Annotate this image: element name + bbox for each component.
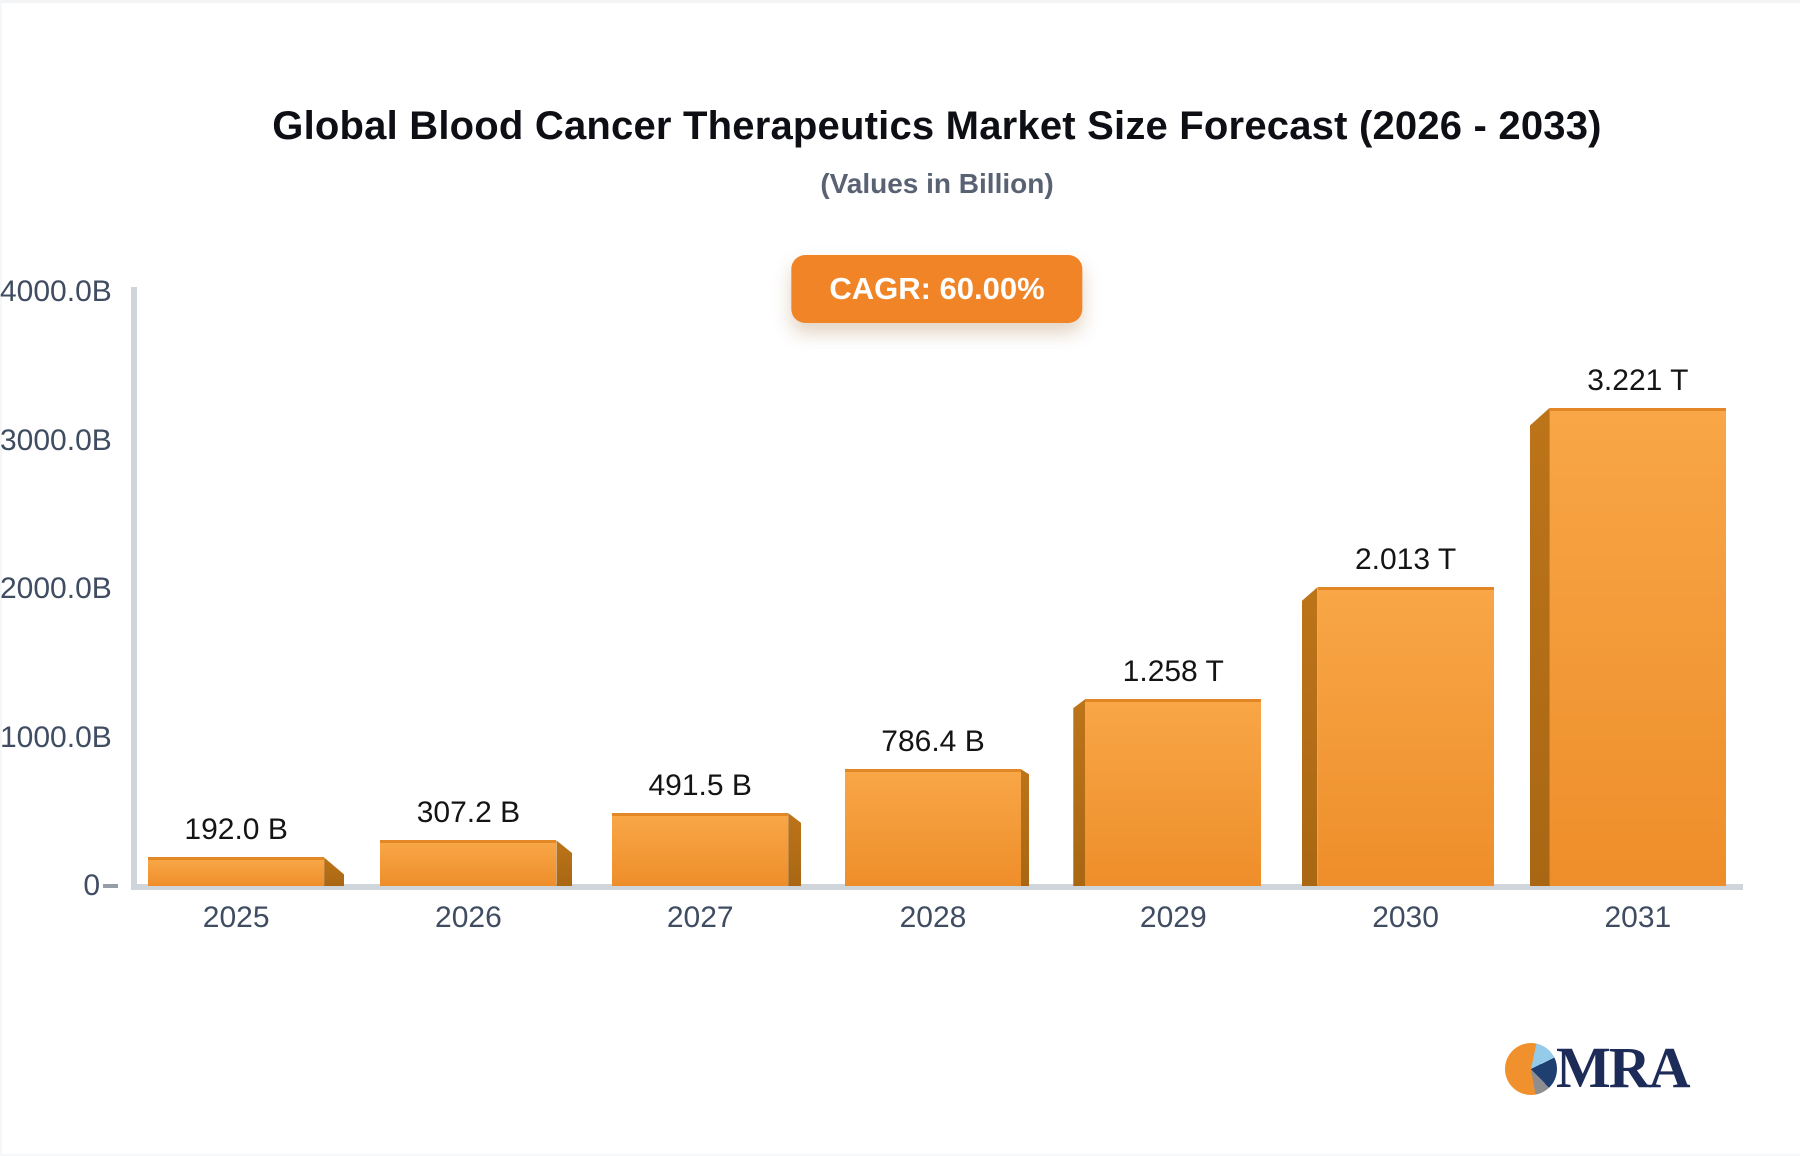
y-tick-label: 4000.0B [0, 275, 112, 308]
y-axis [131, 287, 137, 886]
y-tick-label: 2000.0B [0, 572, 112, 605]
bar-2029[interactable] [1085, 699, 1262, 886]
x-tick-label: 2030 [1372, 901, 1439, 934]
chart-title: Global Blood Cancer Therapeutics Market … [272, 104, 1602, 148]
chart-header: Global Blood Cancer Therapeutics Market … [131, 0, 1743, 340]
bar-2030[interactable] [1317, 587, 1494, 886]
bar-side-face [1529, 407, 1550, 886]
bar-value-label: 491.5 B [648, 769, 752, 802]
bar-side-face [1301, 587, 1318, 886]
bar-2028[interactable] [845, 769, 1021, 886]
x-tick-label: 2031 [1604, 901, 1672, 934]
bar-2031[interactable] [1549, 407, 1726, 886]
bar-side-face [1021, 769, 1029, 886]
bar-side-face [324, 857, 345, 886]
x-tick-label: 2026 [435, 901, 502, 934]
bar-chart [103, 287, 1743, 890]
x-tick-label: 2027 [666, 901, 734, 934]
bar-value-label: 307.2 B [416, 796, 521, 830]
cagr-badge: CAGR: 60.00% [791, 255, 1083, 323]
x-tick-label: 2029 [1139, 901, 1207, 934]
bar-value-label: 192.0 B [184, 813, 288, 847]
page-bottom-divider [0, 1154, 1800, 1156]
pie-chart-icon [1505, 1043, 1557, 1095]
x-axis [131, 884, 1743, 890]
bar-side-face [1073, 699, 1086, 886]
bar-side-face [788, 813, 802, 886]
zero-tick-mark [103, 884, 118, 888]
bar-2027[interactable] [612, 813, 789, 886]
x-tick-label: 2025 [202, 901, 270, 934]
bar-side-face [556, 840, 573, 886]
page-top-divider [0, 0, 1800, 3]
bar-value-label: 3.221 T [1587, 363, 1689, 397]
y-tick-label: 1000.0B [0, 720, 112, 754]
y-tick-label: 0 [83, 869, 100, 902]
chart-subtitle: (Values in Billion) [820, 168, 1054, 199]
bar-value-label: 786.4 B [881, 725, 985, 759]
bar-2026[interactable] [380, 840, 557, 886]
bar-value-label: 2.013 T [1354, 543, 1457, 577]
bar-value-label: 1.258 T [1122, 655, 1224, 689]
y-tick-label: 3000.0B [0, 423, 112, 457]
logo-text: MRA [1556, 1035, 1691, 1100]
x-tick-label: 2028 [899, 901, 967, 934]
page-left-divider [0, 0, 2, 1156]
bar-2025[interactable] [148, 857, 325, 886]
mra-logo[interactable]: MRA [1503, 1032, 1703, 1104]
